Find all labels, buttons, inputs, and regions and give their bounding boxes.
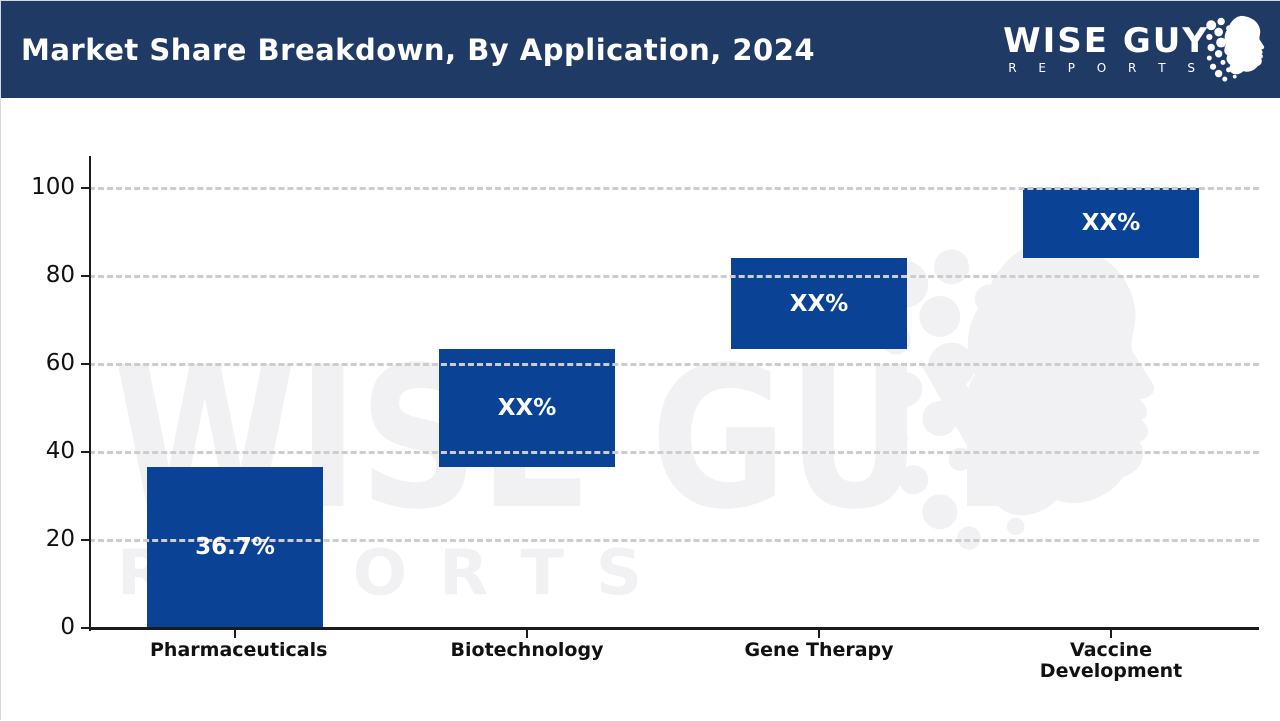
gridline-40 [89,451,1259,454]
page-title: Market Share Breakdown, By Application, … [21,32,816,67]
logo-subtitle: R E P O R T S [1008,61,1204,75]
y-tick-60 [81,363,89,365]
y-tick-80 [81,275,89,277]
gridline-60 [89,363,1259,366]
wiseguy-logo: WISE GUY R E P O R T S [1003,12,1267,88]
bar-biotechnology [439,348,615,467]
x-category-label: Pharmaceuticals [150,639,328,661]
x-category-label: Vaccine Development [1039,639,1183,682]
y-tick-40 [81,451,89,453]
watermark-face-icon [881,240,1155,550]
y-tick-label-0: 0 [60,614,75,640]
y-tick-0 [81,627,89,629]
bar-pharmaceuticals [147,466,323,628]
gridline-80 [89,275,1259,278]
bar-value-label: XX% [497,394,557,421]
x-category-label: Biotechnology [450,639,604,661]
logo-wordmark: WISE GUY [1003,21,1209,61]
header-bar: Market Share Breakdown, By Application, … [1,1,1280,98]
y-axis-line [89,156,91,631]
y-tick-label-80: 80 [45,262,75,288]
y-tick-label-100: 100 [31,174,75,200]
waterfall-chart: WISE GUY R E P O R T S 0 20 40 60 80 100 36.7%… [1,98,1280,721]
x-tick-1 [526,630,528,638]
gridline-100 [89,187,1259,190]
bar-value-label: XX% [789,290,849,317]
x-axis-line [89,627,1259,630]
x-tick-3 [1110,630,1112,638]
bar-gene-therapy [731,258,907,349]
y-tick-label-40: 40 [45,438,75,464]
y-tick-label-20: 20 [45,526,75,552]
y-tick-20 [81,539,89,541]
x-tick-2 [818,630,820,638]
bar-value-label: XX% [1081,210,1141,237]
gridline-20 [89,539,1259,542]
x-tick-0 [234,630,236,638]
y-tick-100 [81,187,89,189]
x-category-label: Gene Therapy [744,639,894,661]
bar-value-label: 36.7% [195,534,275,561]
logo-face-icon [1206,15,1265,82]
y-tick-label-60: 60 [45,350,75,376]
